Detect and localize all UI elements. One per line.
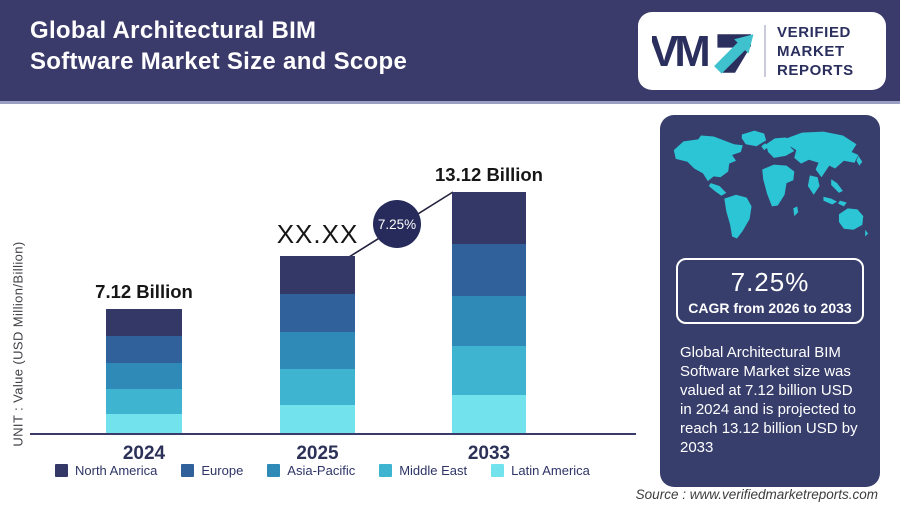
bar-value-label-2024: 7.12 Billion <box>95 281 193 302</box>
legend-label-asia-pacific: Asia-Pacific <box>287 463 356 478</box>
cagr-badge-circle: 7.25% <box>373 200 421 248</box>
bar-segment-europe <box>280 294 355 332</box>
bar-segment-europe <box>452 244 526 296</box>
x-tick-label-2025: 2025 <box>296 443 339 464</box>
header: Global Architectural BIM Software Market… <box>0 0 900 104</box>
brand-line-3: REPORTS <box>777 61 854 79</box>
bar-segment-north-america <box>106 309 182 336</box>
x-tick-label-2024: 2024 <box>122 443 166 464</box>
bar-value-label-2033: 13.12 Billion <box>435 164 543 185</box>
legend-label-north-america: North America <box>75 463 158 478</box>
world-map-icon <box>668 127 872 247</box>
chart-legend: North America Europe Asia-Pacific Middle Ea… <box>55 463 590 478</box>
vmr-arrow-logo-icon: VM <box>652 28 754 76</box>
cagr-box: 7.25% CAGR from 2026 to 2033 <box>676 258 864 324</box>
cagr-caption: CAGR from 2026 to 2033 <box>688 299 852 316</box>
brand-logo: VM VERIFIED MARKET REPORTS <box>638 12 886 90</box>
brand-line-1: VERIFIED <box>777 23 851 41</box>
logo-divider <box>764 25 766 77</box>
legend-item-middle-east: Middle East <box>379 463 467 478</box>
legend-swatch-europe <box>181 464 195 477</box>
legend-item-latin-america: Latin America <box>491 463 590 478</box>
summary-sidebar: 7.25% CAGR from 2026 to 2033 Global Arch… <box>660 115 880 487</box>
bar-segment-latin-america <box>452 395 526 433</box>
legend-label-europe: Europe <box>201 463 244 478</box>
svg-text:VM: VM <box>652 28 708 76</box>
x-axis-line <box>30 433 636 435</box>
bar-segment-latin-america <box>280 405 355 433</box>
page-title: Global Architectural BIM Software Market… <box>30 15 407 77</box>
bar-segment-latin-america <box>106 414 182 433</box>
legend-label-latin-america: Latin America <box>511 463 590 478</box>
brand-name: VERIFIED MARKET REPORTS <box>777 23 854 80</box>
stacked-bar-2033 <box>452 192 526 433</box>
legend-swatch-asia-pacific <box>267 464 281 477</box>
bar-value-label-2025: XX.XX <box>276 219 359 249</box>
bar-segment-middle-east <box>106 389 182 414</box>
bar-segment-north-america <box>452 192 526 244</box>
bar-chart: UNIT : Value (USD Million/Billion) 7.12 … <box>0 104 660 506</box>
stacked-bar-2024 <box>106 309 182 433</box>
cagr-badge-value: 7.25% <box>377 216 417 232</box>
bar-segment-middle-east <box>452 346 526 395</box>
stacked-bar-2025 <box>280 256 355 433</box>
bar-segment-asia-pacific <box>280 332 355 369</box>
legend-swatch-middle-east <box>379 464 393 477</box>
bar-segment-europe <box>106 336 182 363</box>
y-axis-label: UNIT : Value (USD Million/Billion) <box>10 241 26 447</box>
bar-segment-asia-pacific <box>106 363 182 389</box>
cagr-value: 7.25% <box>730 266 810 297</box>
brand-line-2: MARKET <box>777 42 845 60</box>
legend-label-middle-east: Middle East <box>399 463 468 478</box>
page-title-line1: Global Architectural BIM <box>30 17 317 44</box>
bar-segment-asia-pacific <box>452 296 526 346</box>
legend-swatch-latin-america <box>491 464 505 477</box>
market-summary-text: Global Architectural BIM Software Market… <box>680 344 858 456</box>
legend-item-europe: Europe <box>181 463 243 478</box>
legend-item-asia-pacific: Asia-Pacific <box>267 463 355 478</box>
bar-segment-north-america <box>280 256 355 294</box>
legend-item-north-america: North America <box>55 463 157 478</box>
page-title-line2: Software Market Size and Scope <box>30 48 408 75</box>
bar-segment-middle-east <box>280 369 355 405</box>
legend-swatch-north-america <box>55 464 68 477</box>
x-tick-label-2033: 2033 <box>467 443 511 464</box>
source-attribution: Source : www.verifiedmarketreports.com <box>635 487 878 502</box>
